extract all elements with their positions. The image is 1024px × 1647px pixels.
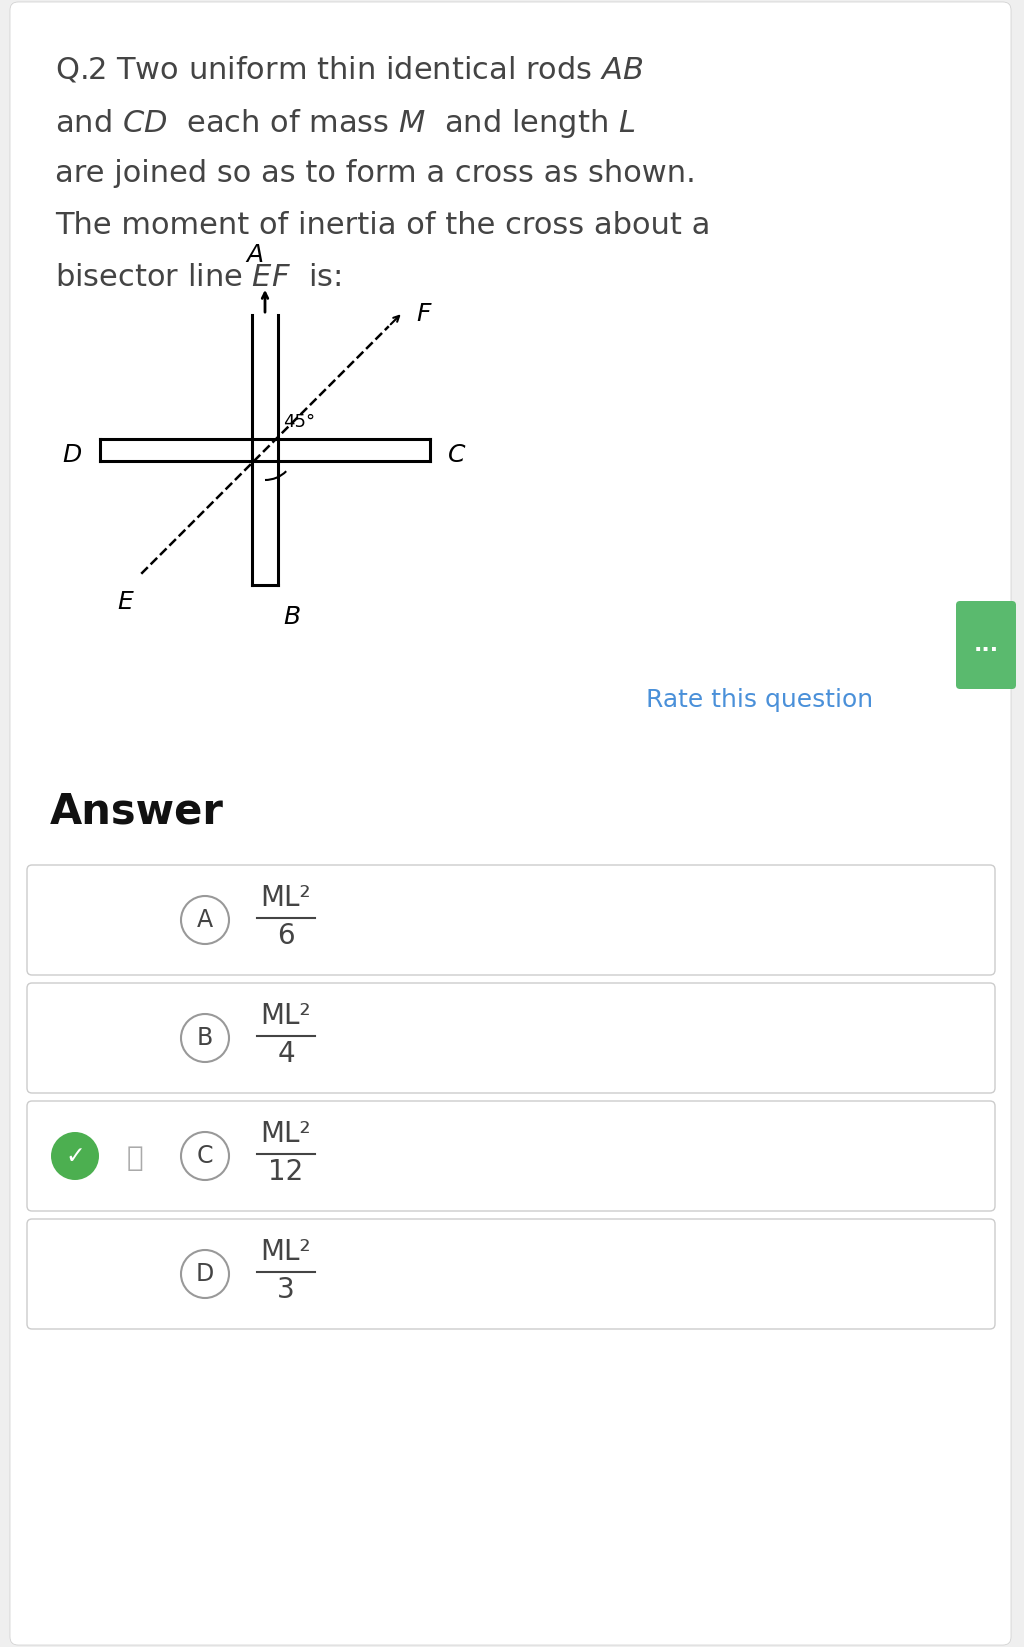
Text: B: B bbox=[283, 604, 300, 629]
FancyBboxPatch shape bbox=[10, 2, 1011, 1645]
Text: and $\mathit{CD}$  each of mass $\mathit{M}$  and length $\mathit{L}$: and $\mathit{CD}$ each of mass $\mathit{… bbox=[55, 107, 635, 140]
Text: D: D bbox=[196, 1262, 214, 1286]
FancyBboxPatch shape bbox=[27, 1100, 995, 1211]
Text: 6: 6 bbox=[278, 922, 295, 950]
Circle shape bbox=[51, 1131, 99, 1179]
FancyBboxPatch shape bbox=[27, 865, 995, 975]
Text: Answer: Answer bbox=[50, 791, 224, 832]
Text: 3: 3 bbox=[278, 1276, 295, 1304]
Text: D: D bbox=[62, 443, 82, 468]
Text: A: A bbox=[247, 244, 263, 267]
FancyBboxPatch shape bbox=[27, 983, 995, 1094]
Text: 45°: 45° bbox=[283, 413, 315, 432]
FancyBboxPatch shape bbox=[956, 601, 1016, 688]
Text: 👉: 👉 bbox=[127, 1145, 143, 1173]
Text: ✓: ✓ bbox=[66, 1145, 85, 1168]
Text: The moment of inertia of the cross about a: The moment of inertia of the cross about… bbox=[55, 211, 711, 240]
Text: C: C bbox=[197, 1145, 213, 1168]
Text: ML²: ML² bbox=[261, 1120, 311, 1148]
Text: ML²: ML² bbox=[261, 1001, 311, 1029]
Text: Rate this question: Rate this question bbox=[646, 688, 873, 712]
Text: B: B bbox=[197, 1026, 213, 1051]
Text: bisector line $\mathit{EF}$  is:: bisector line $\mathit{EF}$ is: bbox=[55, 264, 341, 292]
Text: A: A bbox=[197, 907, 213, 932]
Text: ...: ... bbox=[974, 636, 998, 656]
Text: ML²: ML² bbox=[261, 884, 311, 912]
Text: ML²: ML² bbox=[261, 1239, 311, 1267]
Text: E: E bbox=[118, 590, 133, 614]
Text: 12: 12 bbox=[268, 1158, 304, 1186]
Text: are joined so as to form a cross as shown.: are joined so as to form a cross as show… bbox=[55, 160, 695, 188]
FancyBboxPatch shape bbox=[27, 1219, 995, 1329]
Text: Q.2 Two uniform thin identical rods $\mathit{AB}$: Q.2 Two uniform thin identical rods $\ma… bbox=[55, 54, 643, 86]
Text: C: C bbox=[449, 443, 466, 468]
Text: 4: 4 bbox=[278, 1039, 295, 1067]
Text: F: F bbox=[417, 303, 431, 326]
